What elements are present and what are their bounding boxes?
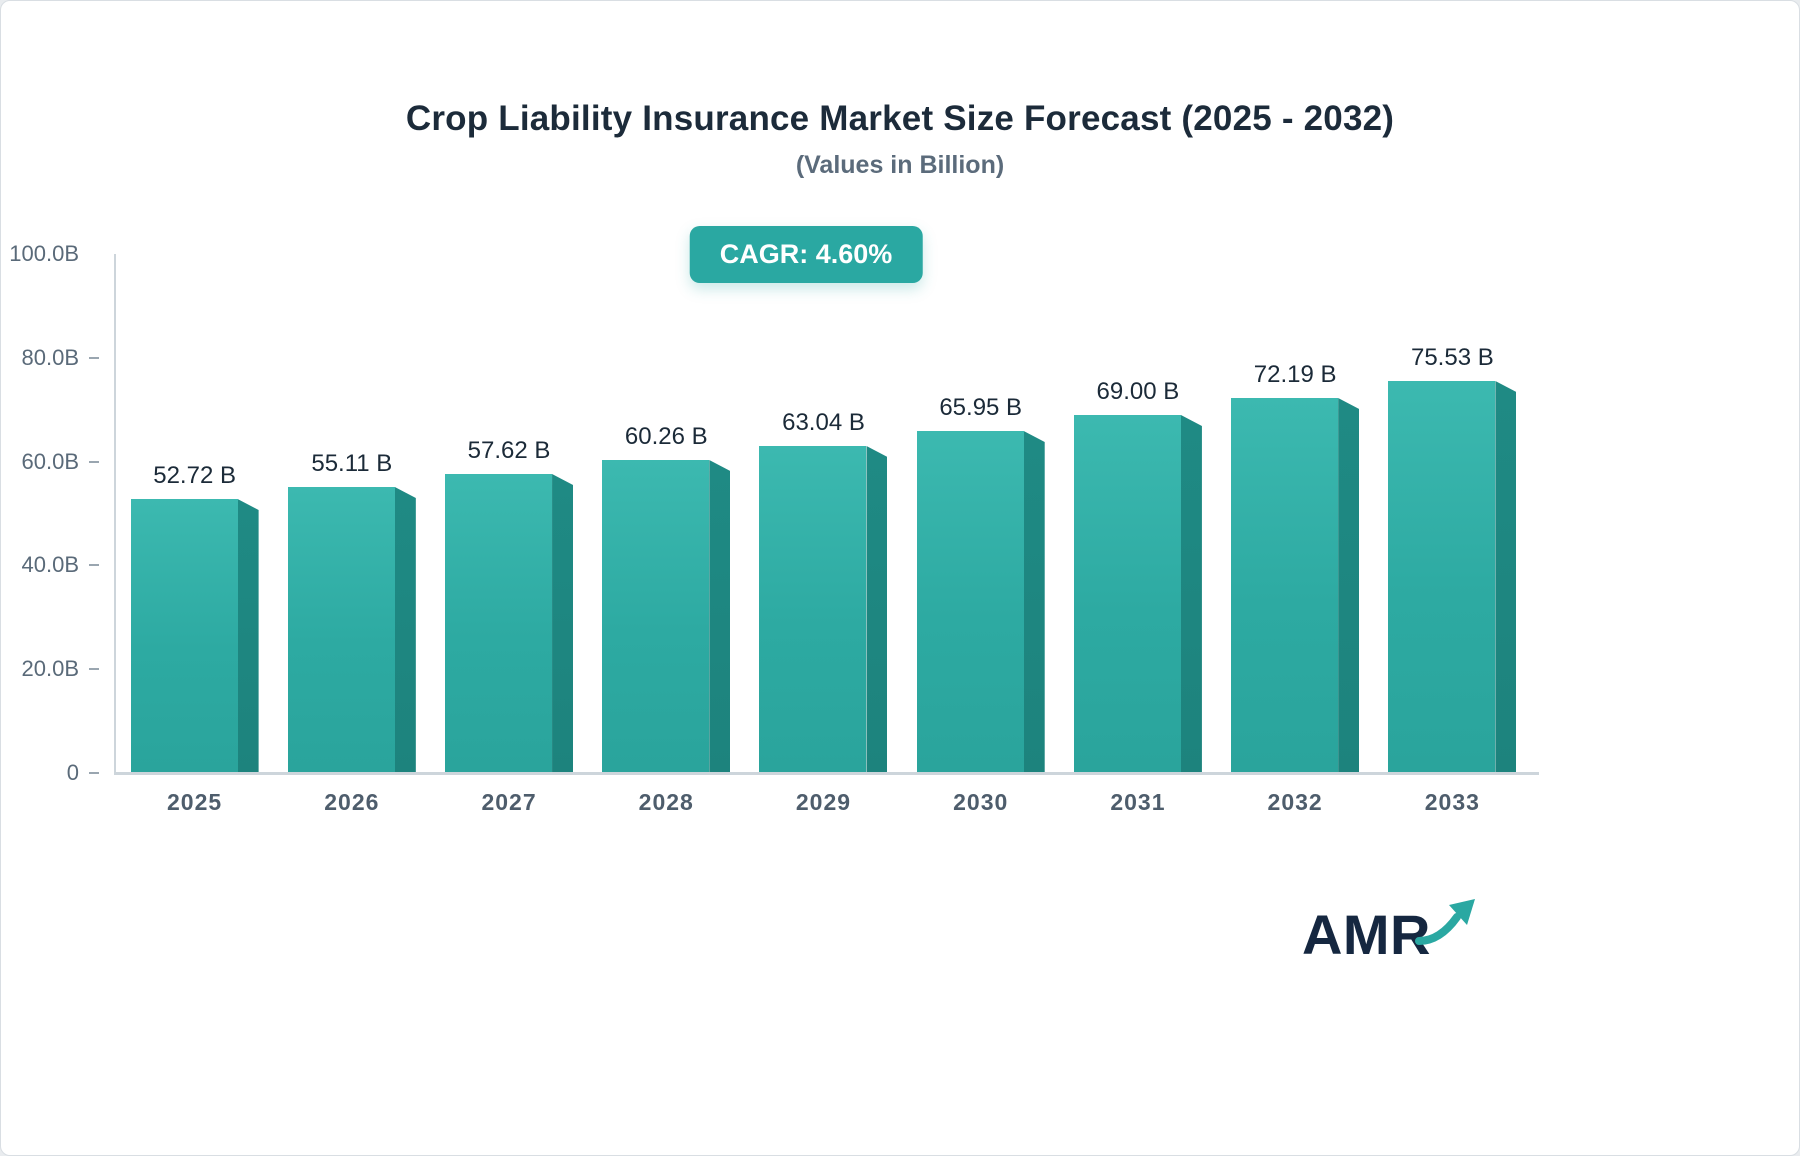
bar-group-2028: 60.26 B [588, 254, 745, 773]
bar-2026 [287, 487, 416, 773]
chart-title: Crop Liability Insurance Market Size For… [405, 99, 1395, 138]
y-tick-mark [89, 356, 99, 359]
x-axis-label-2032: 2032 [1267, 789, 1323, 815]
y-tick-mark [89, 460, 99, 463]
x-axis-label-2028: 2028 [638, 789, 694, 815]
bar-side-shadow [1495, 381, 1517, 773]
bar-value-label: 65.95 B [939, 394, 1023, 421]
y-tick-mark [89, 772, 99, 774]
bar-face [445, 474, 553, 773]
x-axis-label-2025: 2025 [167, 789, 223, 815]
bar-side-shadow [709, 460, 731, 773]
y-axis: 100.0B 80.0B 60.0B 40.0B 20.0B 0 [1, 241, 101, 785]
bar-2033 [1388, 381, 1517, 773]
bar-side-shadow [866, 446, 888, 773]
bar-group-2026: 55.11 B [273, 254, 430, 773]
y-tick-label: 100.0B [9, 241, 79, 266]
bar-side-shadow [1180, 415, 1202, 773]
cagr-badge: CAGR: 4.60% [689, 226, 923, 283]
bar-2027 [445, 474, 574, 773]
amr-logo: AMR [1302, 897, 1481, 963]
bar-side-shadow [394, 487, 416, 773]
bar-value-label: 60.26 B [624, 423, 708, 450]
bar-face [602, 460, 710, 773]
bar-group-2025: 52.72 B [116, 254, 273, 773]
bar-value-label: 52.72 B [153, 462, 236, 489]
bar-2025 [130, 499, 259, 773]
bars-container: 52.72 B 55.11 B 57.62 B 60.26 B 63.04 B 65.95… [116, 254, 1531, 773]
bar-value-label: 72.19 B [1253, 361, 1337, 388]
bar-value-label: 55.11 B [311, 450, 393, 477]
plot-area: 100.0B 80.0B 60.0B 40.0B 20.0B 0 52.72 B 55.11… [9, 241, 1539, 815]
x-axis-label-2029: 2029 [795, 789, 852, 815]
x-axis-line [114, 772, 1539, 775]
bar-2032 [1231, 398, 1360, 773]
x-axis-label-2033: 2033 [1424, 789, 1480, 815]
y-axis-line [114, 254, 116, 773]
y-tick-mark [89, 668, 99, 671]
bar-face [1231, 398, 1339, 773]
logo-arrow-icon [1415, 899, 1475, 945]
bar-2029 [759, 446, 888, 773]
y-tick-label: 60.0B [21, 448, 80, 474]
bar-side-shadow [237, 499, 259, 773]
bar-group-2029: 63.04 B [745, 254, 902, 773]
bar-face [287, 487, 395, 773]
bar-side-shadow [1338, 398, 1360, 773]
y-tick-label: 80.0B [21, 344, 80, 370]
bar-group-2032: 72.19 B [1217, 254, 1374, 773]
bar-group-2027: 57.62 B [430, 254, 587, 773]
bar-2028 [602, 460, 731, 773]
x-axis-label-2026: 2026 [324, 789, 380, 815]
y-tick-label: 0 [66, 760, 79, 785]
bar-face [916, 431, 1024, 773]
bar-group-2031: 69.00 B [1059, 254, 1216, 773]
x-axis-label-2030: 2030 [953, 789, 1009, 815]
bar-face [130, 499, 238, 773]
x-axis-label-2027: 2027 [481, 789, 537, 815]
y-tick-mark [89, 564, 99, 567]
logo-text: AMR [1301, 903, 1431, 966]
bar-value-label: 63.04 B [782, 409, 865, 436]
x-axis-label-2031: 2031 [1110, 789, 1166, 815]
y-tick-label: 20.0B [21, 656, 80, 682]
bar-face [1073, 415, 1181, 773]
bar-side-shadow [552, 474, 574, 773]
bar-value-label: 57.62 B [467, 437, 551, 464]
x-axis-labels: 2025 2026 2027 2028 2029 2030 2031 2032 2033 [116, 789, 1531, 816]
bar-group-2033: 75.53 B [1374, 254, 1531, 773]
bar-2030 [916, 431, 1045, 773]
bar-face [759, 446, 867, 773]
chart-subtitle: (Values in Billion) [795, 151, 1005, 179]
bar-face [1388, 381, 1496, 773]
y-tick-label: 40.0B [21, 552, 80, 578]
bar-value-label: 75.53 B [1410, 344, 1494, 371]
bar-2031 [1073, 415, 1202, 773]
bar-group-2030: 65.95 B [902, 254, 1059, 773]
bar-value-label: 69.00 B [1096, 378, 1180, 405]
bar-side-shadow [1023, 431, 1045, 773]
